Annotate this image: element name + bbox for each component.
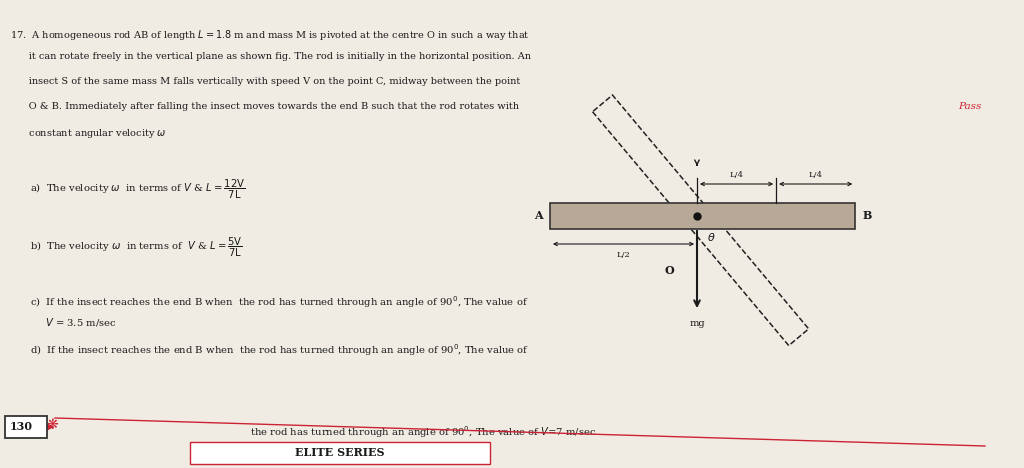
Text: c)  If the insect reaches the end B when  the rod has turned through an angle of: c) If the insect reaches the end B when …	[30, 294, 528, 310]
Text: constant angular velocity $\omega$: constant angular velocity $\omega$	[10, 127, 167, 140]
Text: ELITE SERIES: ELITE SERIES	[295, 447, 385, 459]
Text: $\theta$: $\theta$	[707, 231, 716, 243]
Bar	[190, 442, 490, 464]
Text: insect S of the same mass M falls vertically with speed V on the point C, midway: insect S of the same mass M falls vertic…	[10, 77, 520, 86]
Text: ❋: ❋	[46, 418, 57, 432]
Bar	[5, 416, 47, 438]
Text: L/4: L/4	[729, 171, 743, 179]
Text: L/2: L/2	[616, 251, 631, 259]
Text: A: A	[535, 211, 543, 221]
Text: mg: mg	[689, 319, 705, 328]
Text: B: B	[862, 211, 871, 221]
Text: L/4: L/4	[809, 171, 822, 179]
Text: a)  The velocity $\omega$  in terms of $V$ & $L = \dfrac{12\mathrm{V}}{7\mathrm{: a) The velocity $\omega$ in terms of $V$…	[30, 178, 246, 201]
Text: O: O	[665, 265, 674, 277]
Bar	[550, 203, 855, 229]
Text: b)  The velocity $\omega$  in terms of  $V$ & $L = \dfrac{5\mathrm{V}}{7\mathrm{: b) The velocity $\omega$ in terms of $V$…	[30, 236, 243, 259]
Text: 130: 130	[10, 422, 33, 432]
Text: d)  If the insect reaches the end B when  the rod has turned through an angle of: d) If the insect reaches the end B when …	[30, 342, 529, 358]
Text: O & B. Immediately after falling the insect moves towards the end B such that th: O & B. Immediately after falling the ins…	[10, 102, 519, 111]
Text: Pass: Pass	[958, 102, 982, 111]
Text: it can rotate freely in the vertical plane as shown fig. The rod is initially in: it can rotate freely in the vertical pla…	[10, 52, 531, 61]
Text: the rod has turned through an angle of 90$^0$, The value of $V$=7 m/sec: the rod has turned through an angle of 9…	[250, 424, 596, 440]
Text: $V$ = 3.5 m/sec: $V$ = 3.5 m/sec	[45, 316, 117, 328]
Text: 17.  A homogeneous rod AB of length $L = 1.8$ m and mass M is pivoted at the cen: 17. A homogeneous rod AB of length $L = …	[10, 28, 529, 42]
